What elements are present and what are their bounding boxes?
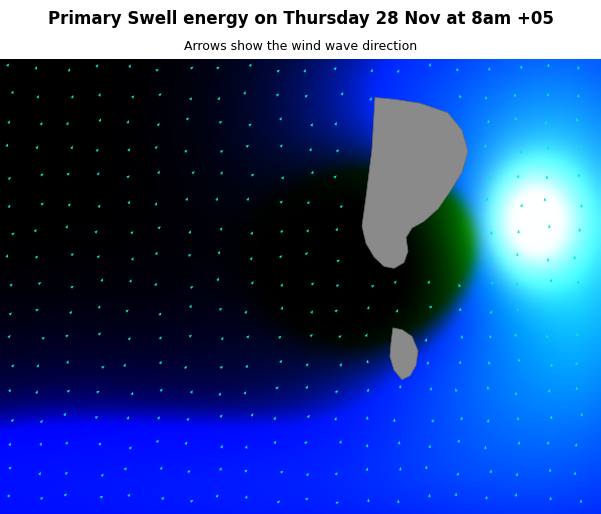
Polygon shape	[362, 98, 468, 268]
Polygon shape	[390, 328, 418, 380]
Text: Primary Swell energy on Thursday 28 Nov at 8am +05: Primary Swell energy on Thursday 28 Nov …	[47, 10, 554, 28]
Text: Arrows show the wind wave direction: Arrows show the wind wave direction	[184, 40, 417, 52]
